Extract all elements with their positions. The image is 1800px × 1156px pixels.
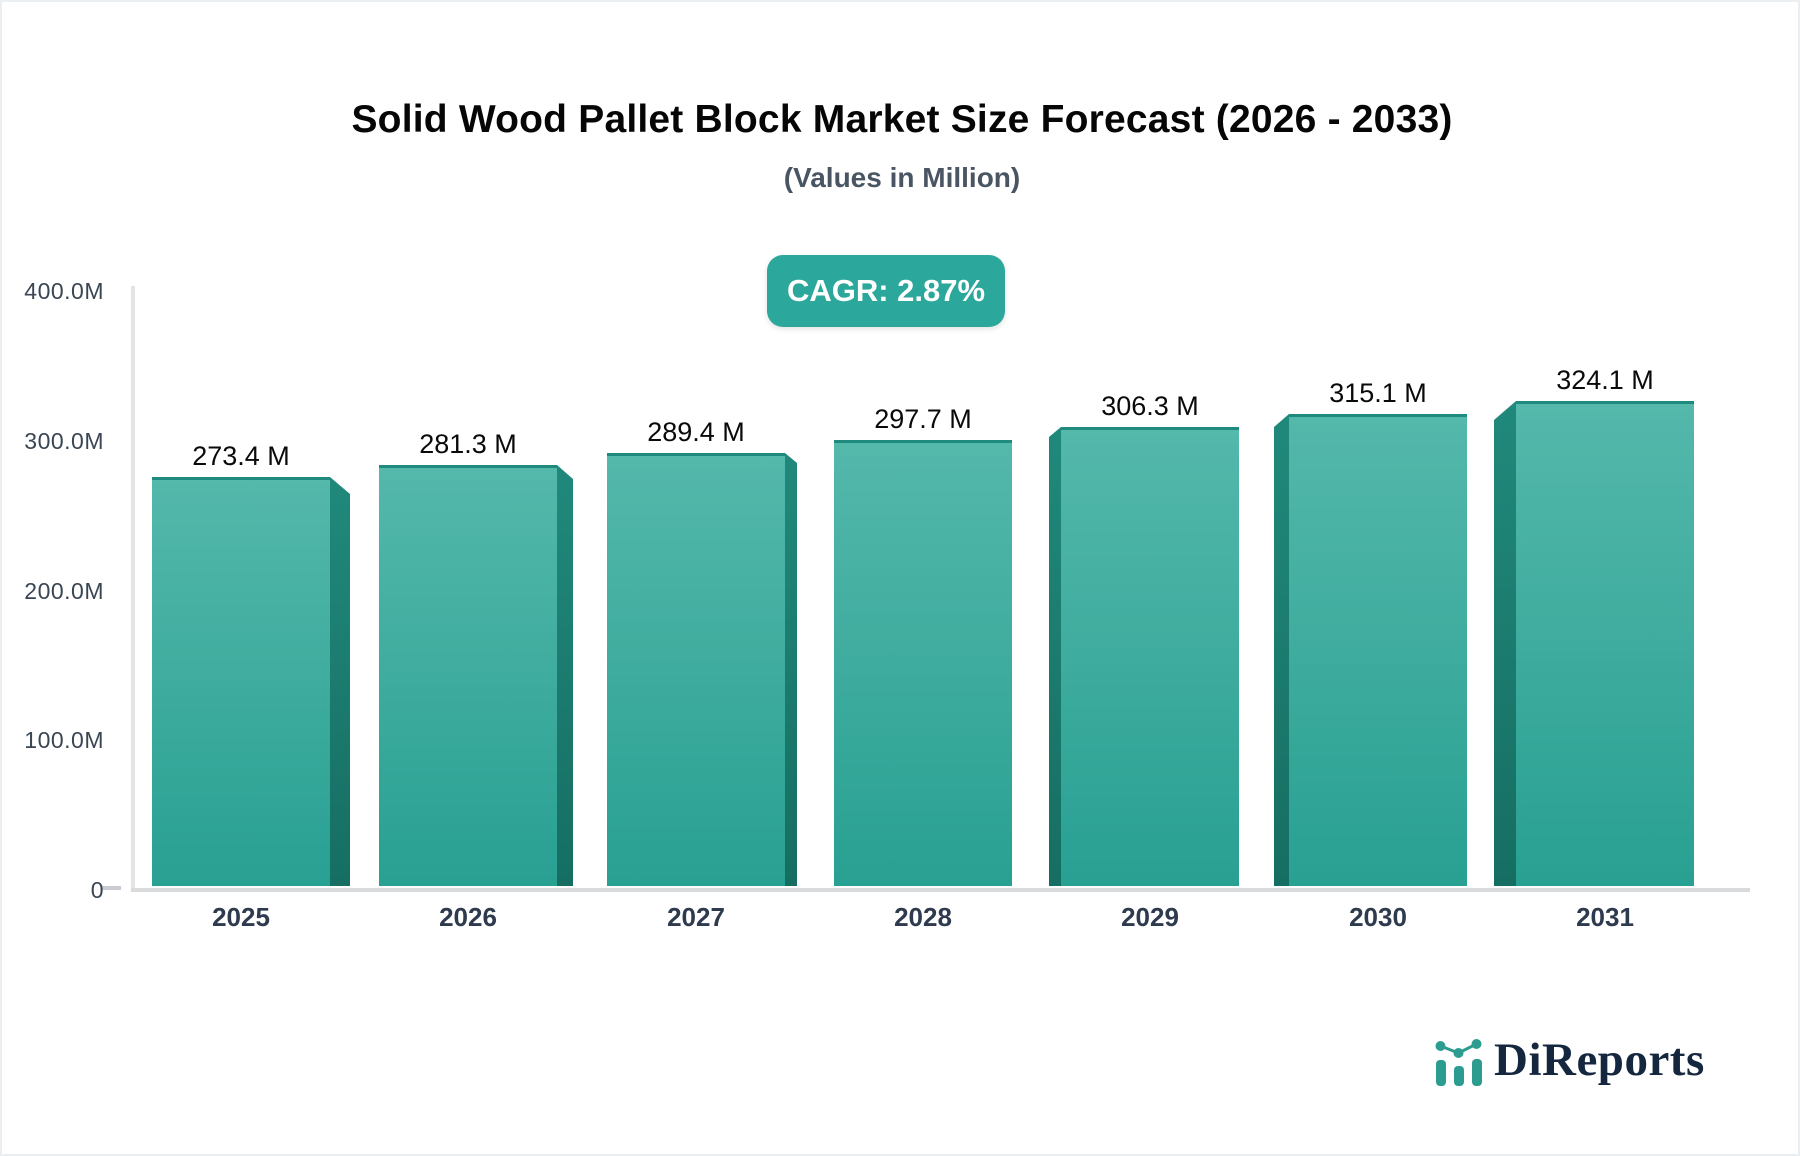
chart-title: Solid Wood Pallet Block Market Size Fore… bbox=[351, 98, 1453, 141]
x-axis-tick-label: 2031 bbox=[1576, 902, 1634, 932]
bar-value-label: 324.1 M bbox=[1556, 365, 1654, 395]
y-axis-tick-label: 400.0M bbox=[24, 278, 104, 304]
x-axis-tick-label: 2028 bbox=[894, 902, 952, 932]
bar bbox=[1289, 414, 1467, 886]
bar-side-face bbox=[1494, 401, 1516, 886]
y-axis-tick-label: 100.0M bbox=[24, 727, 104, 754]
bar bbox=[834, 440, 1012, 886]
bar-value-label: 306.3 M bbox=[1101, 391, 1199, 421]
cagr-badge: CAGR: 2.87% bbox=[767, 255, 1005, 327]
bar-value-label: 289.4 M bbox=[647, 417, 745, 447]
logo-wordmark: DiReports bbox=[1494, 1034, 1705, 1086]
brand-logo: DiReports bbox=[1432, 1032, 1705, 1088]
bar bbox=[607, 453, 785, 886]
x-axis-tick-label: 2026 bbox=[439, 902, 497, 932]
chart-subtitle: (Values in Million) bbox=[783, 162, 1021, 193]
x-axis-tick-label: 2030 bbox=[1349, 902, 1407, 932]
bar-side-face bbox=[785, 453, 797, 886]
bar-side-face bbox=[1274, 414, 1289, 886]
y-axis-tick-label: 200.0M bbox=[24, 577, 104, 604]
x-axis-baseline bbox=[131, 888, 1750, 892]
bar-value-label: 273.4 M bbox=[192, 441, 290, 471]
bar-side-face bbox=[557, 465, 573, 886]
x-axis-tick-label: 2029 bbox=[1121, 902, 1179, 932]
logo-chart-icon bbox=[1432, 1032, 1486, 1088]
bar bbox=[1061, 427, 1239, 886]
bar-side-face bbox=[330, 477, 350, 886]
x-axis-tick-label: 2027 bbox=[667, 902, 725, 932]
bar bbox=[1516, 401, 1694, 886]
x-axis-tick-label: 2025 bbox=[212, 902, 270, 932]
bar-value-label: 315.1 M bbox=[1329, 378, 1427, 408]
zero-tick-mark bbox=[101, 886, 121, 890]
bar bbox=[379, 465, 557, 886]
bar-value-label: 281.3 M bbox=[419, 429, 517, 459]
bar-side-face bbox=[1049, 427, 1061, 886]
bar-value-label: 297.7 M bbox=[874, 404, 972, 434]
bar bbox=[152, 477, 330, 886]
y-axis-tick-label: 0 bbox=[90, 877, 104, 903]
y-axis-line bbox=[131, 286, 135, 892]
y-axis-tick-label: 300.0M bbox=[24, 427, 104, 454]
